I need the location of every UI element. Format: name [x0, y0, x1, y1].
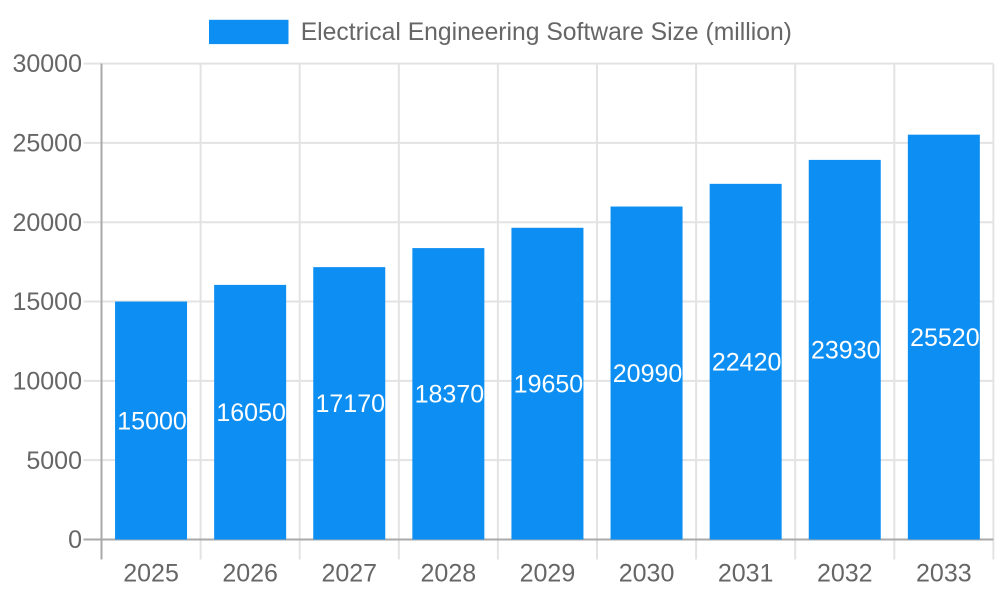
svg-text:19650: 19650 — [514, 370, 584, 398]
svg-text:15000: 15000 — [12, 288, 82, 316]
svg-text:2030: 2030 — [619, 560, 675, 588]
svg-text:25520: 25520 — [910, 324, 980, 352]
svg-text:2031: 2031 — [718, 560, 774, 588]
svg-text:18370: 18370 — [415, 381, 485, 409]
svg-text:0: 0 — [68, 526, 82, 554]
svg-text:15000: 15000 — [117, 407, 187, 435]
svg-text:16050: 16050 — [216, 399, 286, 427]
svg-text:2029: 2029 — [520, 560, 576, 588]
svg-text:17170: 17170 — [315, 390, 385, 418]
svg-text:20990: 20990 — [613, 360, 683, 388]
svg-text:2033: 2033 — [916, 560, 972, 588]
svg-text:2028: 2028 — [421, 560, 477, 588]
svg-text:Electrical Engineering Softwar: Electrical Engineering Software Size (mi… — [301, 19, 792, 46]
svg-text:2027: 2027 — [321, 560, 377, 588]
svg-text:30000: 30000 — [12, 50, 82, 78]
svg-text:25000: 25000 — [12, 130, 82, 158]
svg-text:2026: 2026 — [222, 560, 278, 588]
svg-text:23930: 23930 — [811, 336, 881, 364]
svg-text:10000: 10000 — [12, 367, 82, 395]
svg-text:2025: 2025 — [123, 560, 179, 588]
svg-text:2032: 2032 — [817, 560, 873, 588]
svg-text:20000: 20000 — [12, 209, 82, 237]
svg-text:5000: 5000 — [26, 447, 82, 475]
svg-text:22420: 22420 — [712, 348, 782, 376]
